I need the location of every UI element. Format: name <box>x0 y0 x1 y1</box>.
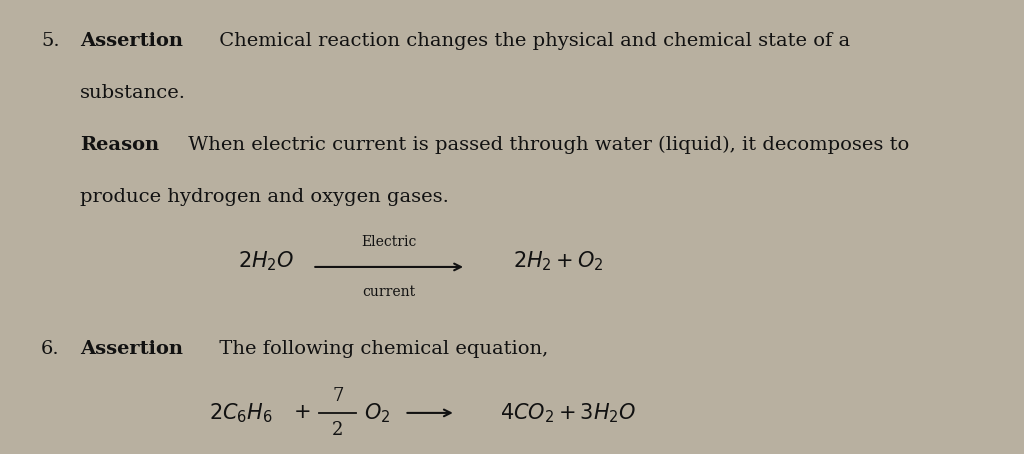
Text: Assertion: Assertion <box>80 340 183 358</box>
Text: $2H_2+O_2$: $2H_2+O_2$ <box>513 250 603 273</box>
Text: 5.: 5. <box>41 32 59 50</box>
Text: The following chemical equation,: The following chemical equation, <box>213 340 548 358</box>
Text: Reason: Reason <box>80 136 159 154</box>
Text: $O_2$: $O_2$ <box>364 401 390 424</box>
Text: When electric current is passed through water (liquid), it decomposes to: When electric current is passed through … <box>182 136 909 154</box>
Text: 7: 7 <box>332 387 344 405</box>
Text: 2: 2 <box>332 421 344 439</box>
Text: Chemical reaction changes the physical and chemical state of a: Chemical reaction changes the physical a… <box>213 32 850 50</box>
Text: 6.: 6. <box>41 340 59 358</box>
Text: current: current <box>362 285 416 299</box>
Text: produce hydrogen and oxygen gases.: produce hydrogen and oxygen gases. <box>80 188 449 207</box>
Text: $2C_6H_6$: $2C_6H_6$ <box>209 401 272 424</box>
Text: $4CO_2+3H_2O$: $4CO_2+3H_2O$ <box>500 401 637 424</box>
Text: Electric: Electric <box>361 235 417 249</box>
Text: Assertion: Assertion <box>80 32 183 50</box>
Text: substance.: substance. <box>80 84 186 102</box>
Text: $2H_2O$: $2H_2O$ <box>238 250 295 273</box>
Text: $+$: $+$ <box>294 404 310 422</box>
